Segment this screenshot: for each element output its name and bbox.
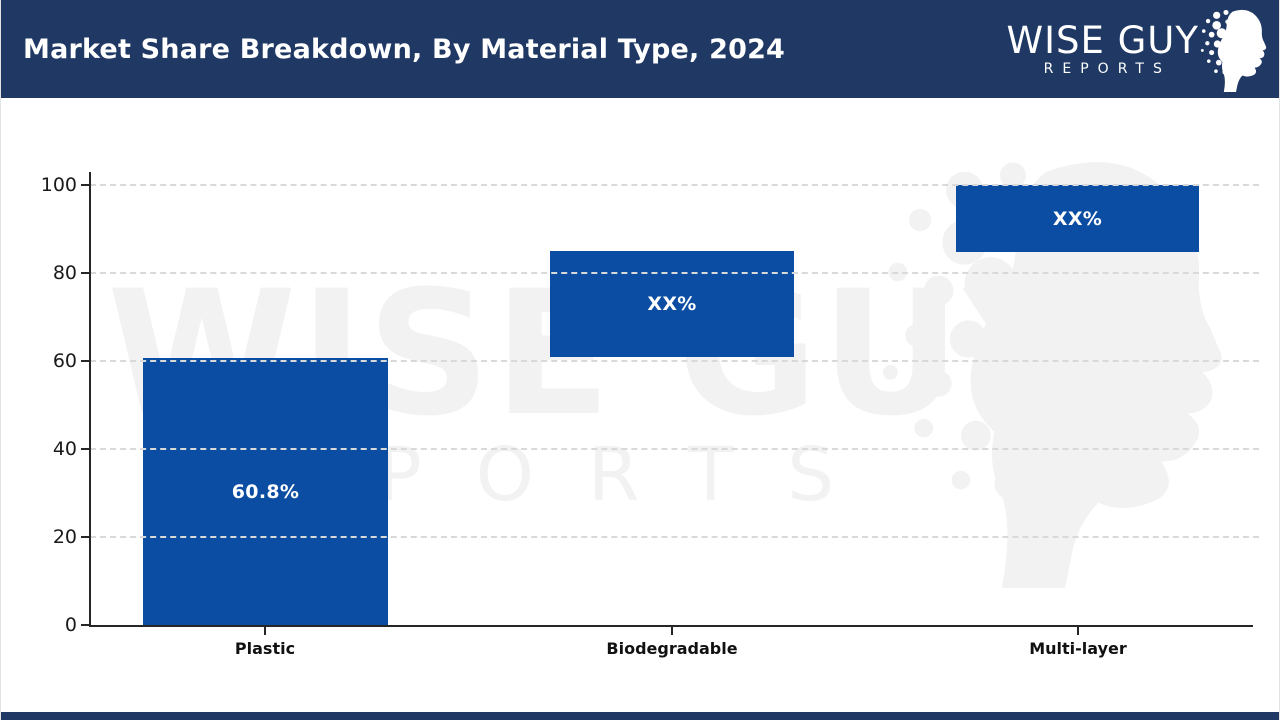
y-tick [81,536,90,538]
x-axis-line [89,625,1253,627]
y-tick [81,624,90,626]
logo-wordmark: WISE GUY [1006,19,1199,62]
y-tick [81,272,90,274]
logo-text: WISE GUY REPORTS [1007,22,1199,76]
bar-value-label: XX% [647,293,697,315]
x-axis-label-plastic: Plastic [234,639,296,658]
gridline-40 [90,448,1259,450]
logo-subtitle: REPORTS [1043,61,1171,77]
gridline-100 [90,184,1259,186]
gridline-80 [90,272,1259,274]
gridline-60 [90,360,1259,362]
y-axis-label-0: 0 [64,614,77,636]
x-tick [1077,627,1079,635]
x-tick [264,627,266,635]
bar-value-label: XX% [1052,207,1103,230]
x-axis-label-multi-layer: Multi-layer [1029,639,1127,658]
bar-biodegradable: XX% [550,251,794,357]
y-axis-label-40: 40 [52,438,77,460]
x-axis-label-biodegradable: Biodegradable [606,639,738,658]
y-axis-label-60: 60 [52,350,77,372]
x-tick [671,627,673,635]
y-axis-label-100: 100 [40,174,77,196]
y-tick [81,448,90,450]
y-tick [81,360,90,362]
wiseguy-head-icon [1200,9,1267,92]
footer-bar [1,712,1279,720]
y-axis-label-80: 80 [52,262,77,284]
y-axis-label-20: 20 [52,526,77,548]
header: Market Share Breakdown, By Material Type… [1,0,1279,98]
bar-value-label: 60.8% [231,480,300,503]
bar-plastic: 60.8% [143,358,388,625]
y-axis-line [89,172,91,627]
bar-multi-layer: XX% [956,185,1199,252]
page-title: Market Share Breakdown, By Material Type… [23,33,786,65]
gridline-20 [90,536,1259,538]
y-tick [81,184,90,186]
logo: WISE GUY REPORTS [1007,6,1267,92]
